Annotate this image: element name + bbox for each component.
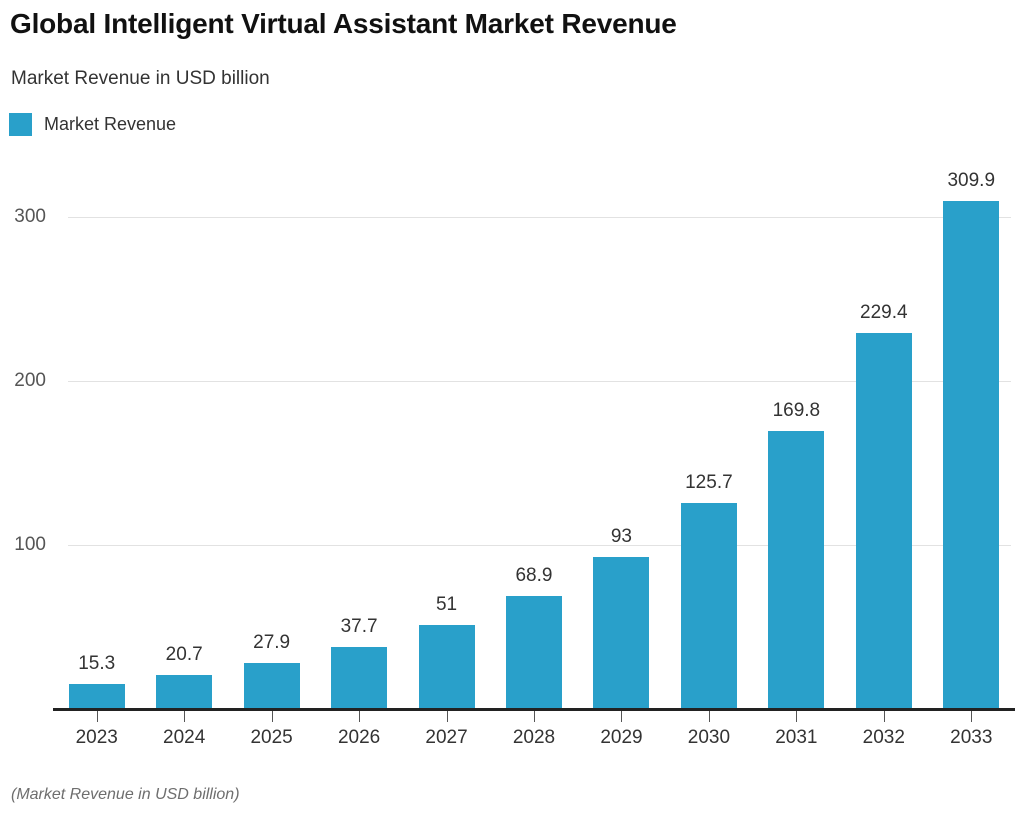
bar[interactable] (855, 333, 912, 709)
x-axis-tick (971, 711, 973, 722)
chart-subtitle: Market Revenue in USD billion (11, 68, 270, 89)
x-axis-tick-label: 2025 (250, 727, 293, 748)
x-axis-tick (708, 711, 710, 722)
bar-group: 125.7 (665, 160, 752, 709)
gridline (68, 381, 1011, 383)
bar-value-label: 20.7 (165, 644, 203, 666)
x-axis-tick (184, 711, 186, 722)
bar-value-label: 125.7 (685, 472, 733, 494)
chart-legend: Market Revenue (9, 113, 176, 136)
bar-value-label: 169.8 (772, 399, 821, 421)
y-axis: 100 200 300 (0, 160, 46, 710)
bar-value-label: 309.9 (947, 170, 996, 192)
x-axis-tick-label: 2030 (687, 727, 731, 748)
x-axis-tick (883, 711, 885, 722)
bar-value-label: 68.9 (515, 565, 553, 587)
bar[interactable] (768, 430, 825, 709)
x-axis-tick-label: 2027 (425, 727, 468, 748)
bar-group: 68.9 (490, 160, 577, 709)
bar[interactable] (243, 663, 300, 709)
x-axis-tick (621, 711, 623, 722)
gridlines (53, 160, 1015, 710)
bar-group: 169.8 (753, 160, 840, 709)
x-axis-tick (271, 711, 273, 722)
x-axis-tick-label: 2024 (163, 727, 206, 748)
bar-value-label: 229.4 (860, 302, 908, 324)
chart-title: Global Intelligent Virtual Assistant Mar… (10, 8, 677, 39)
legend-swatch-market-revenue (9, 113, 32, 136)
bar-group: 51 (403, 160, 490, 709)
bar-value-label: 15.3 (78, 652, 116, 674)
x-axis-tick (796, 711, 798, 722)
bar-value-label: 37.7 (340, 616, 378, 638)
bar[interactable] (943, 201, 1000, 709)
x-axis-tick-label: 2028 (512, 727, 556, 748)
x-axis-tick-label: 2029 (600, 727, 643, 748)
x-axis-tick (359, 711, 361, 722)
x-axis-tick (446, 711, 448, 722)
x-axis-tick (96, 711, 98, 722)
x-axis-tick-label: 2031 (775, 727, 818, 748)
gridline (68, 545, 1011, 547)
bar-group: 20.7 (140, 160, 227, 709)
bar[interactable] (680, 503, 737, 709)
chart-footnote: (Market Revenue in USD billion) (11, 786, 240, 803)
bar-group: 93 (578, 160, 665, 709)
bar[interactable] (593, 556, 650, 709)
bar[interactable] (505, 596, 562, 709)
bar-value-label: 93 (610, 525, 633, 547)
x-axis-tick-label: 2032 (862, 727, 905, 748)
legend-label-market-revenue: Market Revenue (44, 114, 177, 134)
bar[interactable] (331, 647, 388, 709)
bar[interactable] (418, 625, 475, 709)
bar-value-label: 27.9 (253, 632, 291, 654)
bar-value-label: 51 (435, 594, 458, 616)
bars-layer: 15.3 20.7 27.9 37.7 51 68.9 93 125.7 169.8 229.4 3… (53, 160, 1015, 709)
bar-group: 309.9 (928, 160, 1015, 709)
bar-group: 229.4 (840, 160, 927, 709)
x-axis-tick (534, 711, 535, 722)
bar[interactable] (156, 675, 213, 709)
bar-group: 37.7 (315, 160, 402, 709)
y-axis-tick-label: 200 (14, 370, 46, 392)
bar-group: 15.3 (53, 160, 140, 709)
x-axis-tick-label: 2023 (75, 727, 118, 748)
gridline (68, 217, 1011, 219)
x-axis-tick-label: 2026 (337, 727, 381, 748)
bar-group: 27.9 (228, 160, 315, 709)
x-axis-line (53, 708, 1015, 711)
x-axis-tick-label: 2033 (950, 727, 993, 748)
y-axis-tick-label: 100 (14, 534, 46, 556)
bar[interactable] (68, 683, 125, 709)
y-axis-tick-label: 300 (14, 206, 46, 228)
